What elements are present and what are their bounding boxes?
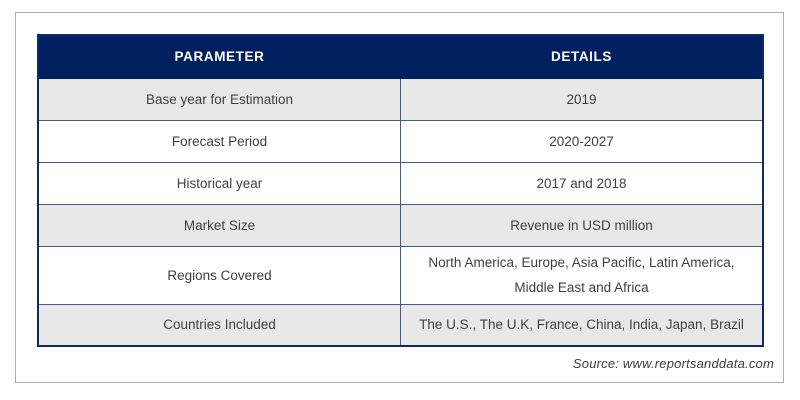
source-attribution: Source: www.reportsanddata.com [572,356,774,371]
header-row: PARAMETER DETAILS [37,34,764,79]
details-cell: 2019 [400,77,764,121]
details-cell: 2020-2027 [400,119,764,163]
table-row-base-year: Base year for Estimation 2019 [37,77,764,121]
details-cell: 2017 and 2018 [400,161,764,205]
table-row-forecast-period: Forecast Period 2020-2027 [37,119,764,163]
parameter-cell: Regions Covered [37,245,401,305]
details-cell: North America, Europe, Asia Pacific, Lat… [400,245,764,305]
table-row-market-size: Market Size Revenue in USD million [37,203,764,247]
details-cell: The U.S., The U.K, France, China, India,… [400,303,764,347]
table-header: PARAMETER DETAILS [37,34,764,79]
parameter-cell: Forecast Period [37,119,401,163]
table-row-countries-included: Countries Included The U.S., The U.K, Fr… [37,303,764,347]
column-header-details: DETAILS [400,34,764,79]
table-row-historical-year: Historical year 2017 and 2018 [37,161,764,205]
parameter-cell: Historical year [37,161,401,205]
column-header-parameter: PARAMETER [37,34,401,79]
parameter-cell: Countries Included [37,303,401,347]
table-body: Base year for Estimation 2019 Forecast P… [37,77,764,347]
parameters-table: PARAMETER DETAILS Base year for Estimati… [37,34,764,347]
parameter-cell: Market Size [37,203,401,247]
content-frame: PARAMETER DETAILS Base year for Estimati… [15,12,784,383]
parameter-cell: Base year for Estimation [37,77,401,121]
table-row-regions-covered: Regions Covered North America, Europe, A… [37,245,764,305]
details-cell: Revenue in USD million [400,203,764,247]
